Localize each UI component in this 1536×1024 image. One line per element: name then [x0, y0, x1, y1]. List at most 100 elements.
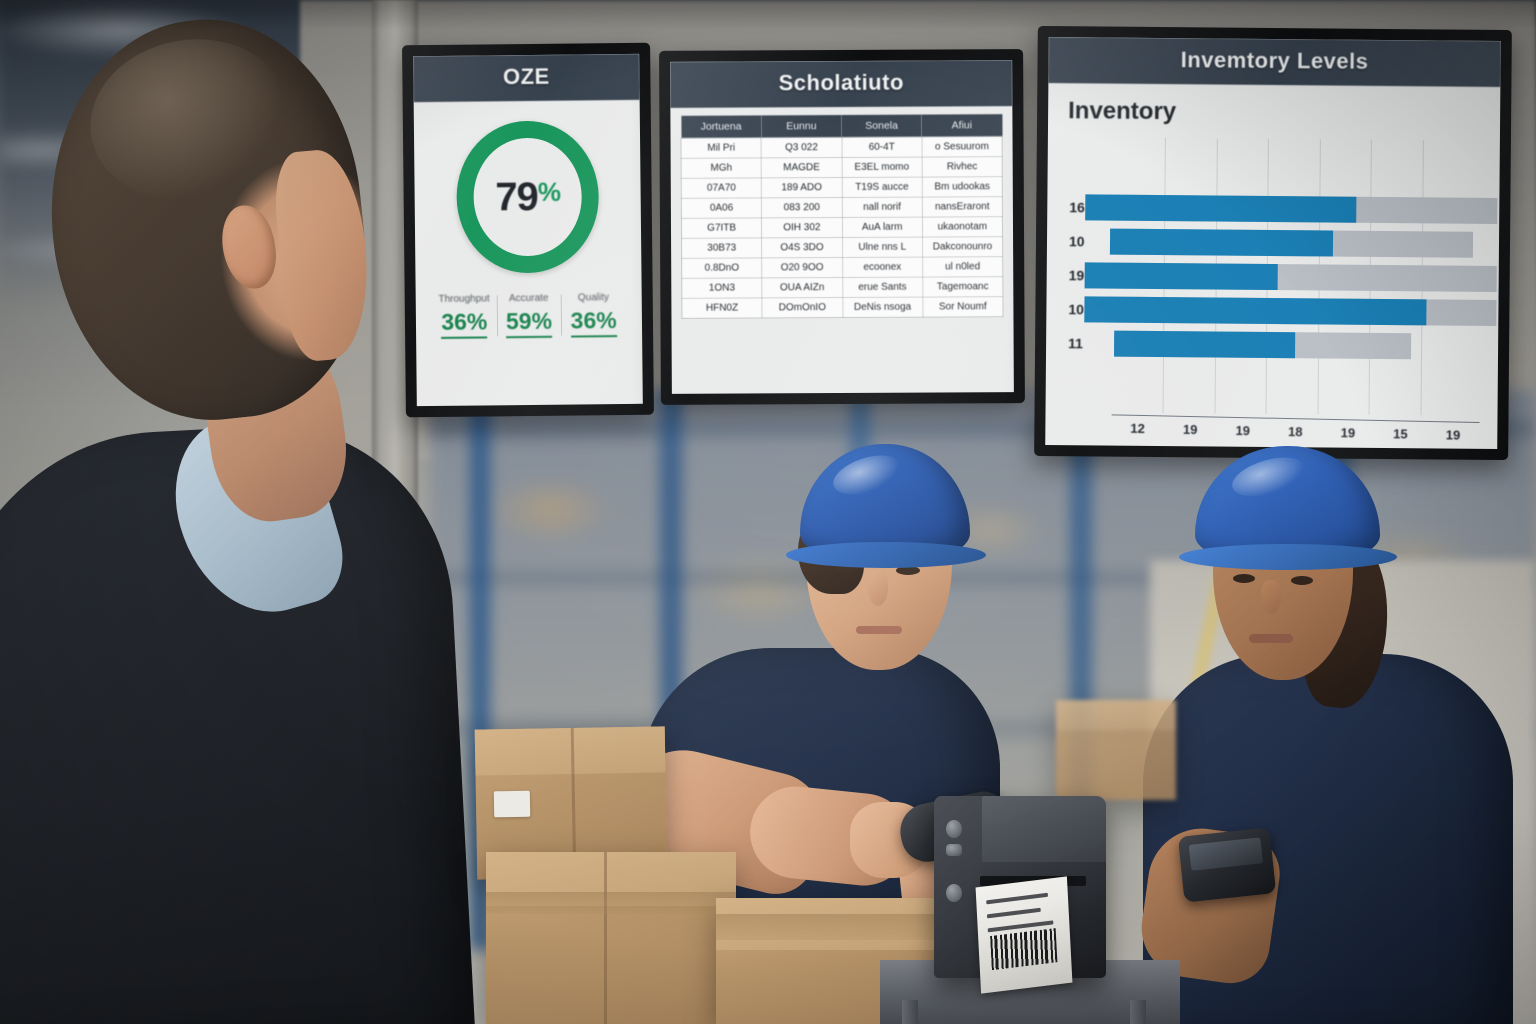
- printer-control-panel: [934, 796, 982, 978]
- bar-row: 19: [1061, 258, 1497, 296]
- feed-button-icon[interactable]: [946, 884, 962, 902]
- table-row: Mil Pri Q3 022 60-4T o Sesuurom: [681, 136, 1003, 159]
- table-row: G7ITB OIH 302 AuA larm ukaonotam: [681, 216, 1003, 239]
- bar-row: 11: [1060, 326, 1472, 364]
- bar-category-label: 19: [1068, 266, 1085, 283]
- table-cell: Bm udookas: [921, 176, 1003, 198]
- barcode-icon: [990, 928, 1058, 971]
- table-cell: 0.8DnO: [681, 257, 763, 279]
- table-col-header: Eunnu: [761, 115, 842, 138]
- table-row: 0.8DnO O20 9OO ecoonex ul n0led: [681, 256, 1003, 279]
- cardboard-box-background: [1056, 700, 1176, 800]
- table-cell: Rivhec: [921, 156, 1003, 178]
- bar-track: [1084, 261, 1497, 292]
- table-cell: 083 200: [761, 197, 842, 218]
- table-cell: O20 9OO: [761, 257, 843, 278]
- gauge-value-group: 79 %: [495, 174, 560, 220]
- gauge-unit: %: [537, 176, 561, 207]
- bar-track: [1083, 295, 1497, 326]
- worker-with-handheld: [1135, 430, 1515, 1024]
- box-flap: [716, 898, 934, 950]
- bar-category-label: 11: [1068, 334, 1084, 351]
- bar-fill: [1083, 295, 1427, 325]
- table-cell-status: E3EL momo: [841, 157, 922, 178]
- kpi-stat-value: 59%: [505, 307, 553, 339]
- bar-fill: [1084, 193, 1357, 223]
- table-cell-status: erue Sants: [842, 277, 923, 298]
- bar-fill: [1084, 261, 1279, 290]
- dashboard-screen-table[interactable]: Scholatiuto Jortuena Eunnu Sonela Afiui …: [659, 49, 1025, 405]
- table-cell-status: DeNis nsoga: [842, 297, 923, 318]
- table-cell: 07A70: [681, 177, 762, 199]
- nose: [868, 570, 888, 606]
- bar-series: 16 10 19 10 11: [1060, 190, 1497, 364]
- table-col-header: Jortuena: [680, 115, 762, 139]
- table-cell-status: ecoonex: [842, 257, 923, 278]
- box-seam: [604, 852, 607, 1024]
- eye: [896, 566, 920, 575]
- bar-fill: [1110, 228, 1334, 257]
- table-cell: Q3 022: [761, 137, 842, 158]
- table-row: HFN0Z DOmOnIO DeNis nsoga Sor Noumf: [681, 296, 1003, 319]
- kpi-stat-label: Quality: [577, 292, 610, 304]
- table-cell-status: T19S aucce: [841, 177, 923, 198]
- table-col-header: Sonela: [841, 114, 922, 138]
- table-cell: o Sesuurom: [921, 136, 1003, 158]
- table-leg: [1130, 1000, 1146, 1024]
- dashboard-screen-inventory[interactable]: Invemtory Levels Inventory 16 10 19 10 11 12…: [1034, 25, 1512, 461]
- status-led-icon: [946, 844, 962, 856]
- table-cell-status: Ulne nns L: [842, 237, 923, 258]
- table-cell-status: AuA larm: [841, 217, 923, 238]
- table-cell: 0A06: [681, 197, 762, 219]
- box-flap: [486, 852, 736, 906]
- power-button-icon[interactable]: [946, 820, 962, 838]
- mobile-data-terminal[interactable]: [1177, 827, 1277, 903]
- screen-table-title: Scholatiuto: [670, 60, 1013, 108]
- table-cell: Tagemoanc: [922, 276, 1003, 298]
- table-cell: HFN0Z: [681, 297, 763, 319]
- table-row: 07A70 189 ADO T19S aucce Bm udookas: [681, 176, 1003, 199]
- cardboard-box: [486, 852, 736, 1024]
- table-body: Mil Pri Q3 022 60-4T o Sesuurom MGh MAGDE E3EL…: [681, 136, 1003, 319]
- status-table: Jortuena Eunnu Sonela Afiui Mil Pri Q3 02…: [680, 114, 1003, 319]
- box-flap: [1056, 700, 1176, 730]
- table-cell: 1ON3: [681, 277, 763, 299]
- table-cell: MGh: [681, 157, 762, 179]
- bar-row: 10: [1061, 224, 1474, 262]
- bar-row: 16: [1061, 190, 1497, 228]
- printer-lid: [978, 796, 1106, 862]
- eye: [1233, 574, 1255, 583]
- packing-tape: [716, 914, 934, 940]
- table-cell: 30B73: [681, 237, 762, 259]
- label-text-line: [986, 892, 1048, 905]
- eye: [834, 564, 858, 573]
- table-cell: O4S 3DO: [761, 237, 843, 258]
- table-row: MGh MAGDE E3EL momo Rivhec: [681, 156, 1003, 179]
- table-header-row: Jortuena Eunnu Sonela Afiui: [680, 114, 1003, 139]
- table-cell-status: nall norif: [841, 197, 923, 218]
- bar-track: [1084, 193, 1497, 224]
- kpi-stat: Quality 36%: [561, 292, 626, 338]
- kpi-stat-value: 36%: [570, 307, 617, 338]
- bar-track: [1114, 330, 1411, 359]
- table-cell: nansEraront: [922, 196, 1003, 218]
- shipping-label: [493, 790, 531, 818]
- manager-in-suit: [0, 0, 500, 1024]
- mouth: [856, 626, 902, 634]
- nose: [1261, 580, 1281, 614]
- gauge-value: 79: [495, 174, 539, 219]
- table-cell: Sor Noumf: [922, 296, 1003, 318]
- table-row: 1ON3 OUA AIZn erue Sants Tagemoanc: [681, 276, 1003, 299]
- table-cell: DOmOnIO: [762, 297, 843, 318]
- kpi-stat: Accurate 59%: [496, 293, 561, 339]
- table-cell: MAGDE: [761, 157, 842, 178]
- table-cell: ul n0led: [922, 256, 1003, 278]
- table-cell: 189 ADO: [761, 177, 842, 198]
- label-printer[interactable]: [934, 796, 1106, 994]
- table-cell: G7ITB: [681, 217, 762, 239]
- packing-tape: [486, 892, 736, 914]
- table-cell: OIH 302: [761, 217, 843, 238]
- table-cell: Dakconounro: [922, 236, 1003, 258]
- kpi-stat-label: Accurate: [508, 292, 549, 305]
